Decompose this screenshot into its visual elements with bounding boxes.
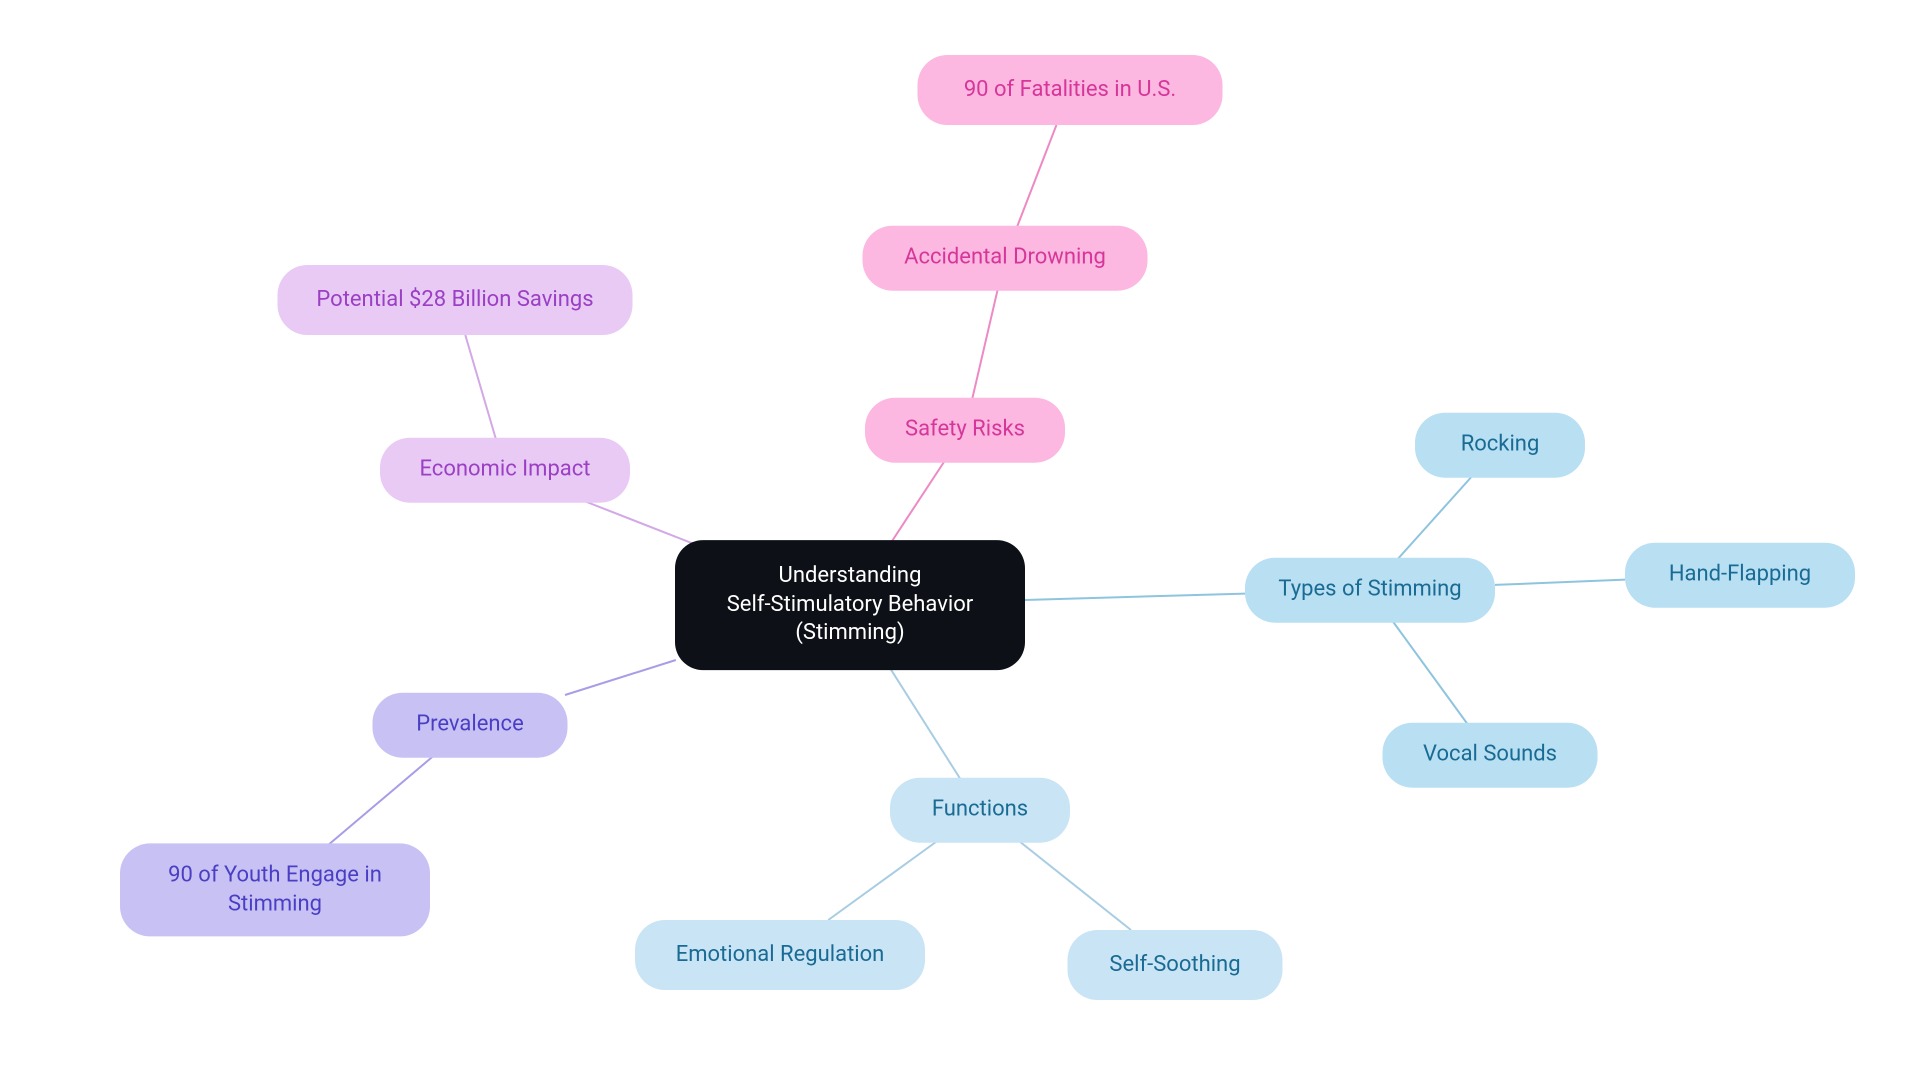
edge-center-safety (886, 460, 945, 550)
node-rocking: Rocking (1415, 413, 1585, 478)
node-label-functions: Functions (932, 796, 1028, 825)
node-soothing: Self-Soothing (1068, 930, 1283, 1000)
edge-center-prevalence (565, 660, 676, 695)
edge-center-types (1025, 594, 1245, 600)
edge-types-rocking (1397, 475, 1473, 560)
node-savings: Potential $28 Billion Savings (278, 265, 633, 335)
node-label-prevalence: Prevalence (416, 711, 523, 740)
node-handflapping: Hand-Flapping (1625, 543, 1855, 608)
node-label-emotional: Emotional Regulation (676, 941, 885, 970)
node-center: Understanding Self-Stimulatory Behavior … (675, 540, 1025, 670)
edge-safety-drowning (972, 288, 998, 400)
node-drowning: Accidental Drowning (863, 226, 1148, 291)
edge-center-functions (885, 660, 961, 780)
edge-types-vocal (1392, 620, 1468, 725)
node-label-savings: Potential $28 Billion Savings (316, 286, 593, 315)
node-label-fatalities: 90 of Fatalities in U.S. (964, 76, 1176, 105)
node-label-youth: 90 of Youth Engage in Stimming (168, 861, 382, 918)
node-vocal: Vocal Sounds (1383, 723, 1598, 788)
node-label-handflapping: Hand-Flapping (1669, 561, 1811, 590)
node-label-soothing: Self-Soothing (1109, 951, 1240, 980)
node-label-economic: Economic Impact (420, 456, 591, 485)
edge-functions-soothing (1018, 840, 1131, 930)
node-label-safety: Safety Risks (905, 416, 1025, 445)
node-functions: Functions (890, 778, 1070, 843)
node-label-drowning: Accidental Drowning (904, 244, 1106, 273)
node-prevalence: Prevalence (373, 693, 568, 758)
node-youth: 90 of Youth Engage in Stimming (120, 843, 430, 936)
node-economic: Economic Impact (380, 438, 630, 503)
node-fatalities: 90 of Fatalities in U.S. (918, 55, 1223, 125)
edge-functions-emotional (828, 840, 938, 920)
edge-types-handflapping (1495, 580, 1625, 585)
edge-economic-savings (465, 335, 496, 440)
node-emotional: Emotional Regulation (635, 920, 925, 990)
node-label-rocking: Rocking (1461, 431, 1540, 460)
node-safety: Safety Risks (865, 398, 1065, 463)
node-label-vocal: Vocal Sounds (1423, 741, 1557, 770)
edge-prevalence-youth (328, 755, 434, 845)
node-types: Types of Stimming (1245, 558, 1495, 623)
node-label-center: Understanding Self-Stimulatory Behavior … (727, 562, 974, 648)
node-label-types: Types of Stimming (1278, 576, 1461, 605)
edge-drowning-fatalities (1017, 125, 1057, 228)
